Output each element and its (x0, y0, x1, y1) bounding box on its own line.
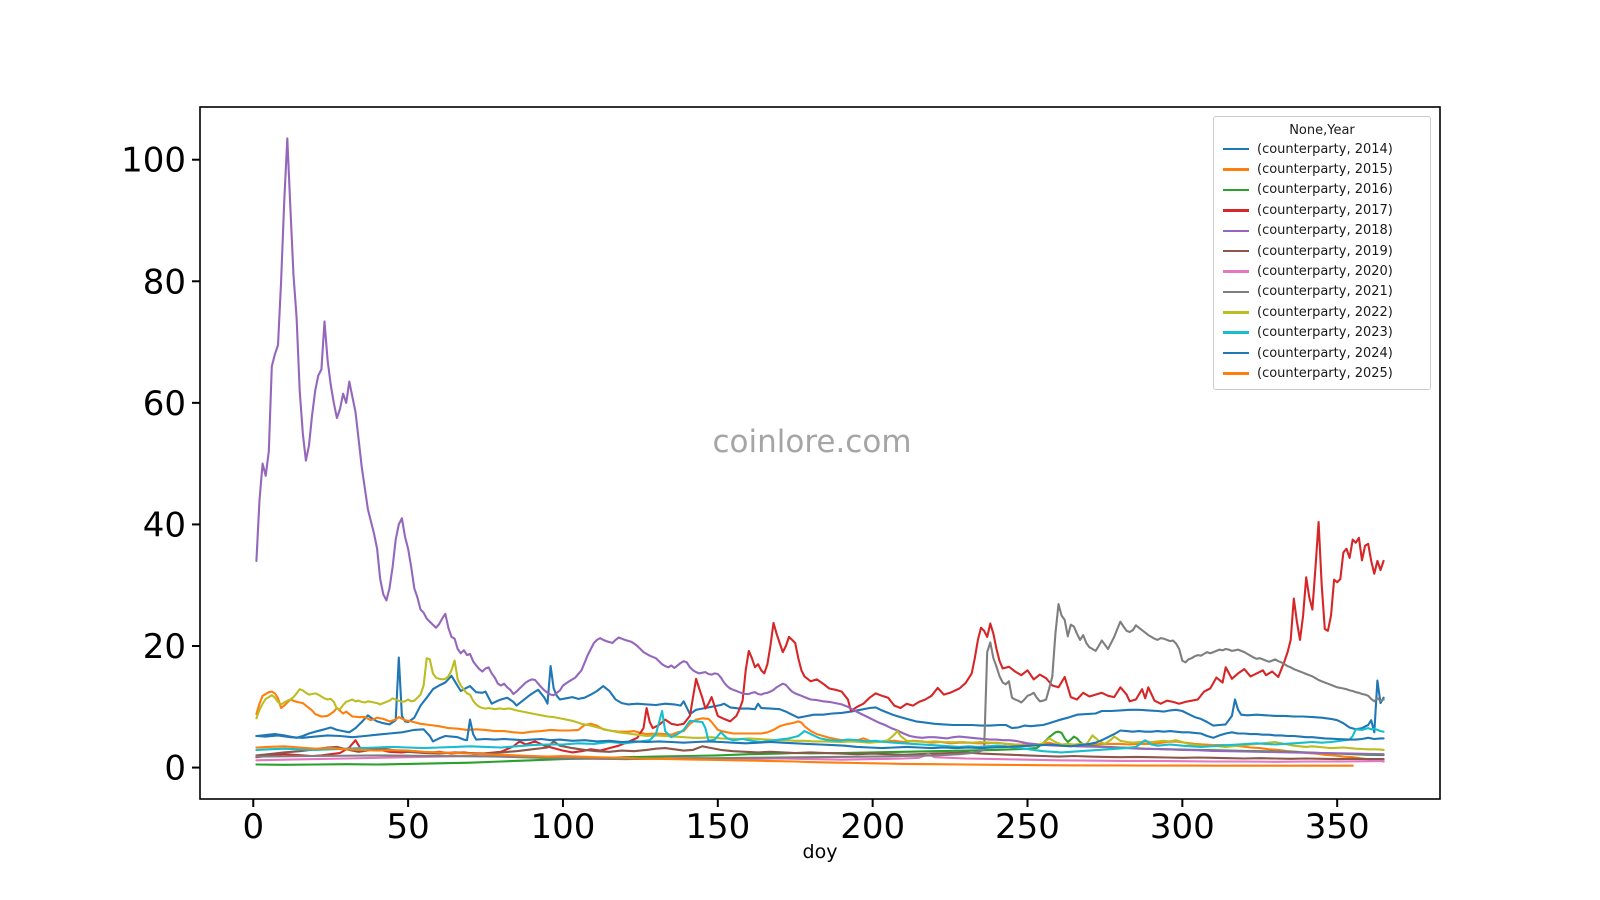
legend-entry: (counterparty, 2021) (1214, 282, 1430, 302)
x-axis-label: doy (802, 841, 838, 863)
series-line-2017 (255, 520, 1385, 759)
x-tick-label: 150 (685, 807, 750, 847)
legend-entry: (counterparty, 2022) (1214, 302, 1430, 322)
legend-entry: (counterparty, 2014) (1214, 139, 1430, 159)
x-tick-label: 50 (386, 807, 429, 847)
x-tick-label: 300 (1150, 807, 1215, 847)
legend-items: (counterparty, 2014) (counterparty, 2015)… (1214, 139, 1430, 384)
legend-entry: (counterparty, 2024) (1214, 343, 1430, 363)
y-tick-label: 40 (143, 505, 186, 545)
y-tick-label: 20 (143, 627, 186, 667)
legend-entry: (counterparty, 2018) (1214, 221, 1430, 241)
x-tick-label: 0 (242, 807, 264, 847)
legend-swatch (1223, 147, 1249, 151)
legend-entry-label: (counterparty, 2016) (1257, 182, 1393, 198)
legend-entry-label: (counterparty, 2014) (1257, 141, 1393, 157)
y-tick-label: 0 (164, 749, 186, 789)
legend-entry-label: (counterparty, 2025) (1257, 365, 1393, 381)
legend-entry: (counterparty, 2023) (1214, 323, 1430, 343)
legend-entry: (counterparty, 2017) (1214, 200, 1430, 220)
legend-swatch (1223, 229, 1249, 232)
legend: None,Year (counterparty, 2014) (counterpa… (1213, 116, 1431, 390)
watermark: coinlore.com (712, 424, 912, 460)
legend-entry-label: (counterparty, 2019) (1257, 243, 1393, 259)
series-line-2015 (255, 690, 1385, 763)
legend-entry-label: (counterparty, 2022) (1257, 304, 1393, 320)
legend-swatch (1223, 351, 1249, 355)
legend-title: None,Year (1289, 123, 1355, 138)
y-tick-label: 100 (121, 141, 186, 181)
legend-swatch (1223, 372, 1249, 375)
series-line-2014 (255, 656, 1385, 739)
y-tick-label: 60 (143, 384, 186, 424)
legend-swatch (1223, 168, 1249, 171)
legend-swatch (1223, 270, 1249, 273)
series-line-2019 (255, 740, 1385, 761)
legend-entry-label: (counterparty, 2023) (1257, 325, 1393, 341)
legend-swatch (1223, 249, 1249, 253)
legend-entry: (counterparty, 2016) (1214, 180, 1430, 200)
legend-entry-label: (counterparty, 2015) (1257, 162, 1393, 178)
legend-entry: (counterparty, 2020) (1214, 261, 1430, 281)
x-tick-label: 350 (1305, 807, 1370, 847)
legend-swatch (1223, 290, 1249, 294)
legend-entry-label: (counterparty, 2021) (1257, 284, 1393, 300)
legend-entry-label: (counterparty, 2024) (1257, 345, 1393, 361)
legend-swatch (1223, 311, 1249, 314)
series-line-2018 (255, 137, 1385, 756)
legend-entry: (counterparty, 2025) (1214, 363, 1430, 383)
x-tick-label: 250 (995, 807, 1060, 847)
legend-entry-label: (counterparty, 2020) (1257, 264, 1393, 280)
axes-frame (199, 106, 1441, 800)
legend-entry: (counterparty, 2019) (1214, 241, 1430, 261)
legend-entry-label: (counterparty, 2017) (1257, 202, 1393, 218)
x-tick-label: 200 (840, 807, 905, 847)
legend-swatch (1223, 331, 1249, 334)
legend-entry: (counterparty, 2015) (1214, 159, 1430, 179)
legend-swatch (1223, 209, 1249, 212)
series-line-2025 (255, 745, 1354, 767)
legend-entry-label: (counterparty, 2018) (1257, 223, 1393, 239)
series-line-2024 (255, 718, 1385, 750)
legend-swatch (1223, 188, 1249, 192)
series-line-2021 (255, 603, 1385, 761)
series-line-2023 (255, 709, 1385, 754)
y-tick-label: 80 (143, 262, 186, 302)
x-tick-label: 100 (531, 807, 596, 847)
